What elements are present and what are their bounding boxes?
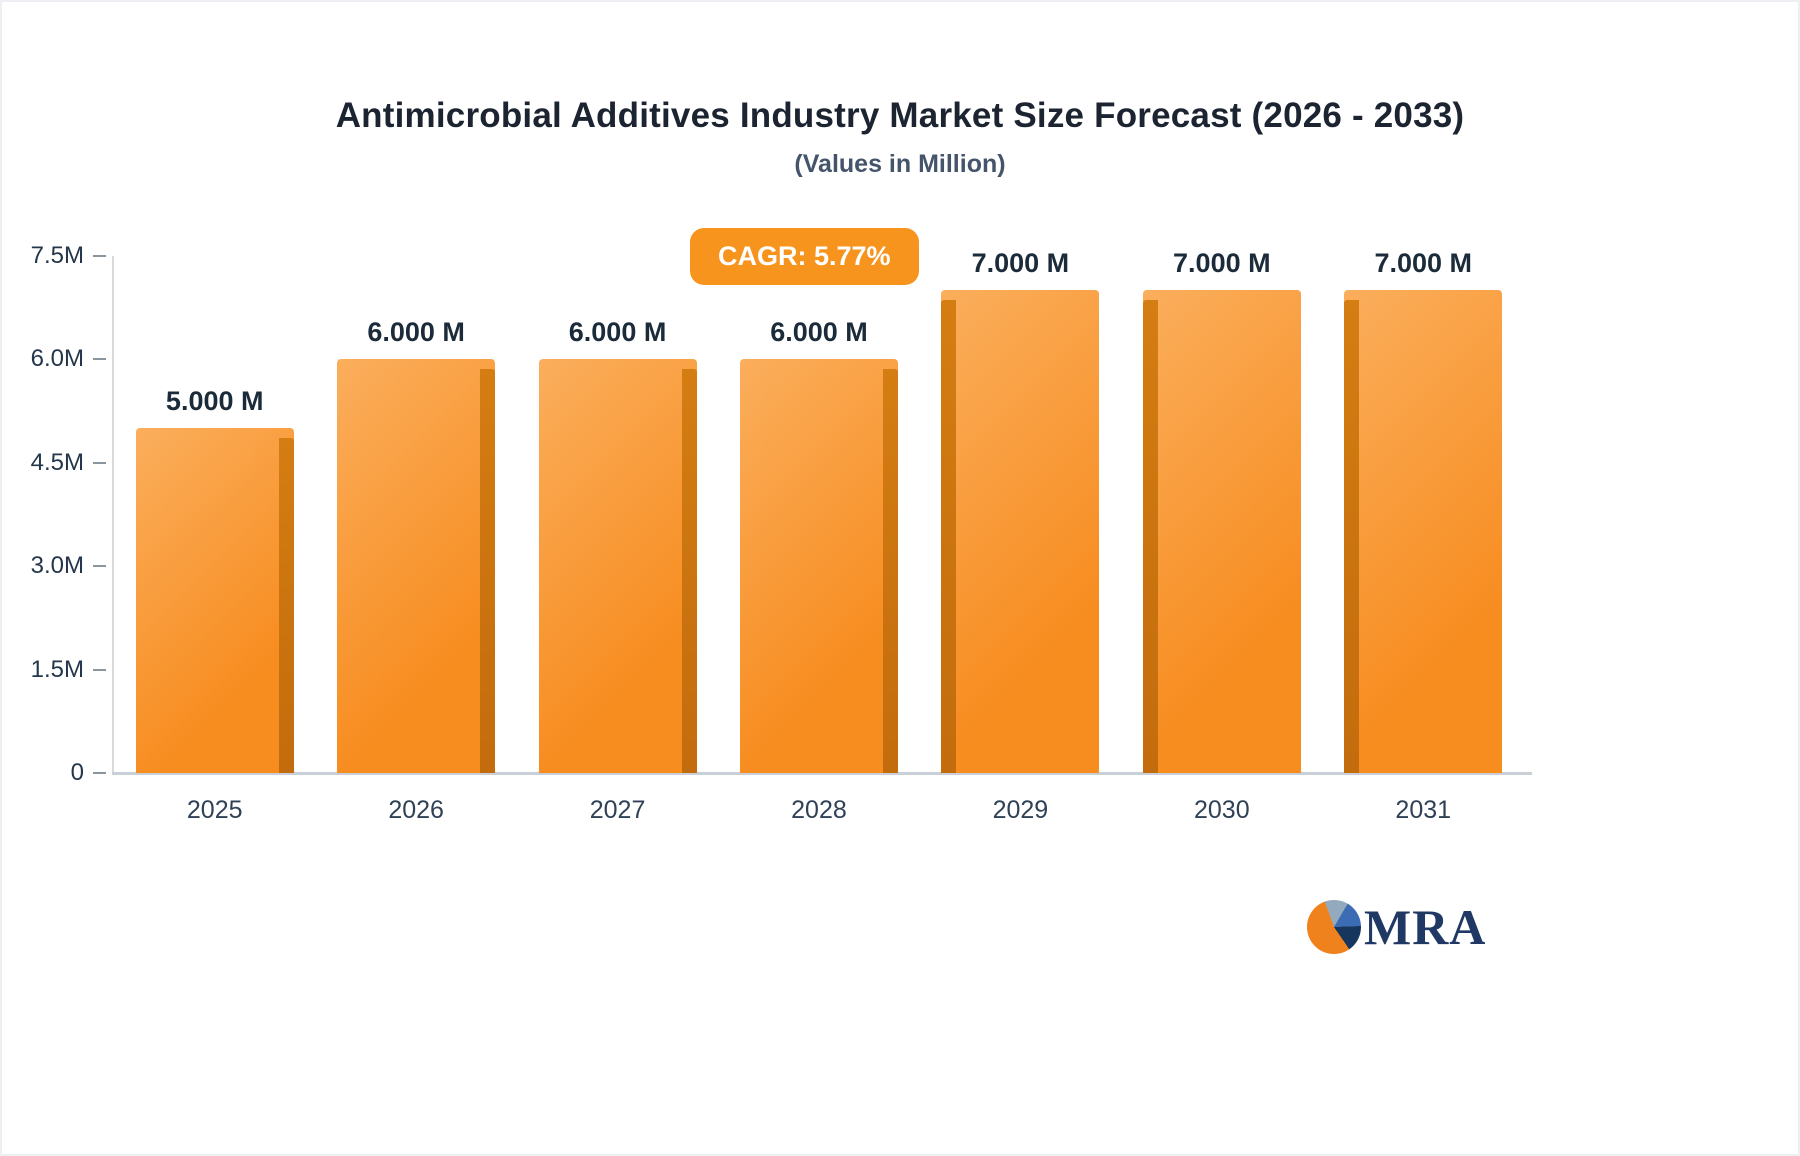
y-axis: 0 1.5M 3.0M 4.5M 6.0M 7.5M [2,242,106,786]
bar-value-label: 6.000 M [770,317,868,348]
bar-value-label: 5.000 M [165,386,264,417]
bar-group: 6.000 M 2026 [315,256,516,824]
bar-group: 6.000 M 2027 [517,256,718,824]
bar-value-label: 7.000 M [1374,248,1473,279]
y-tick: 1.5M [31,656,106,684]
bar-shade [1344,300,1360,773]
bar-shade [278,438,294,773]
bar-group: 7.000 M 2031 [1323,248,1524,824]
y-tick-mark [93,358,106,361]
y-tick-label: 6.0M [30,345,84,373]
y-tick-label: 7.5M [30,242,84,269]
y-tick: 3.0M [31,552,106,580]
bar-group: 7.000 M 2030 [1121,248,1322,824]
x-axis-label: 2030 [1194,796,1250,824]
chart-title: Antimicrobial Additives Industry Market … [335,96,1465,135]
bar: 7.000 M [1344,248,1503,773]
mra-logo-icon [1307,900,1361,954]
bar-value-label: 7.000 M [971,248,1070,279]
bar: 6.000 M [739,317,898,773]
y-tick: 6.0M [31,345,106,373]
x-axis-label: 2027 [589,796,646,824]
mra-logo-text: MRA [1364,899,1487,955]
bar: 7.000 M [941,248,1100,773]
bar-shade [1142,300,1158,773]
brand-logo: MRA [1307,898,1486,956]
bar-value-label: 6.000 M [367,317,465,348]
chart-subtitle: (Values in Million) [794,150,1006,178]
y-tick: 7.5M [31,242,106,270]
y-tick: 0 [71,759,106,787]
bar-shade [941,300,957,773]
y-axis-line [112,256,114,773]
y-tick-mark [93,565,106,568]
bar-group: 5.000 M 2025 [114,256,315,824]
y-tick-label: 1.5M [30,655,84,683]
bar-value-label: 7.000 M [1173,248,1271,279]
bar: 6.000 M [538,317,697,773]
bar-shade [681,369,697,773]
bar-shade [882,369,898,773]
plot-area: 5.000 M 2025 6.000 M 2026 6.000 M 2027 6.000 M… [112,248,1532,824]
bar-group: 6.000 M 2028 [718,256,919,824]
bar-group: 7.000 M 2029 [920,248,1121,824]
bar: 6.000 M [337,317,496,773]
y-tick-label: 0 [70,759,84,786]
bar: 7.000 M [1142,248,1301,773]
bars: 5.000 M 2025 6.000 M 2026 6.000 M 2027 6.000 M… [114,248,1524,824]
bar: 5.000 M [135,386,294,773]
y-tick: 4.5M [31,449,106,477]
y-tick-mark [93,461,106,464]
x-axis-label: 2026 [388,796,444,824]
x-axis-label: 2025 [186,796,243,824]
x-axis-label: 2029 [992,796,1049,824]
bar-value-label: 6.000 M [568,317,667,348]
x-axis-line [112,772,1532,775]
cagr-badge: CAGR: 5.77% [690,228,919,285]
y-tick-label: 3.0M [30,552,84,580]
x-axis-label: 2028 [791,796,847,824]
bar-shade [480,369,496,773]
y-tick-label: 4.5M [30,448,84,476]
y-tick-mark [93,772,106,774]
y-tick-mark [93,668,106,671]
x-axis-label: 2031 [1395,796,1452,824]
y-tick-mark [93,255,106,257]
